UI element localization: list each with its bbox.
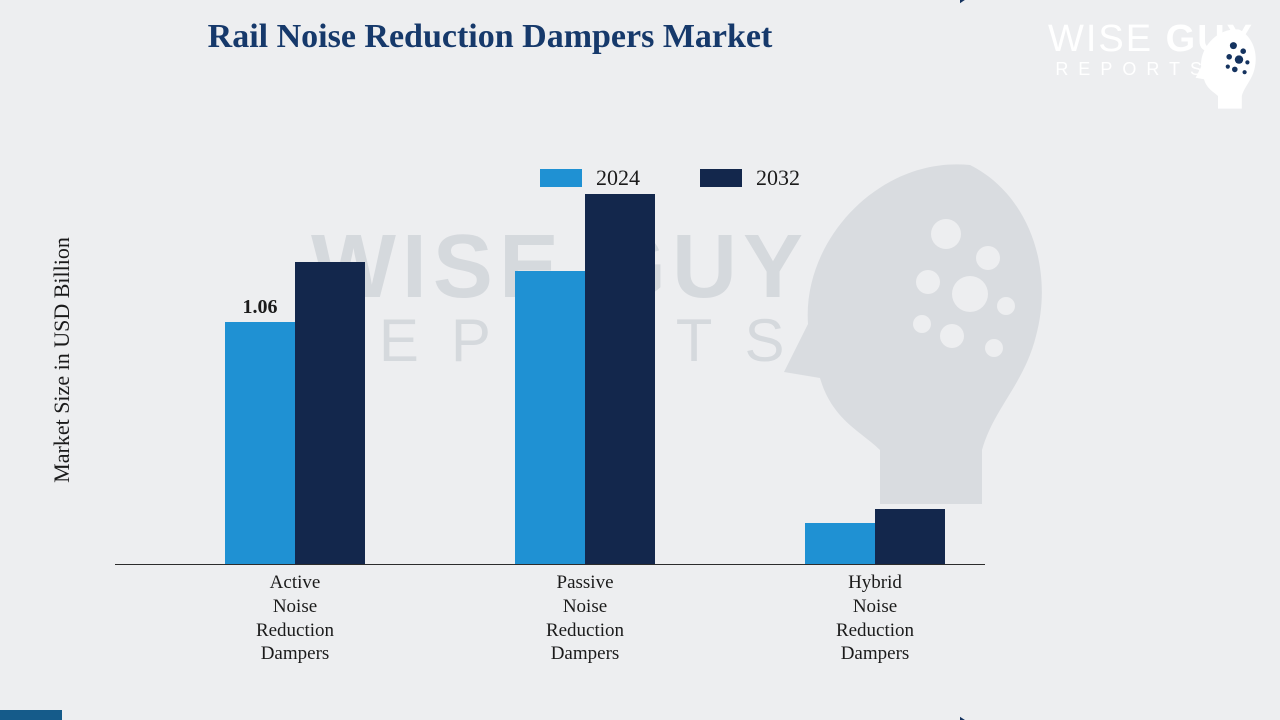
bar [585, 194, 655, 564]
plot-area: 1.06ActiveNoiseReductionDampersPassiveNo… [115, 165, 985, 565]
y-axis-label: Market Size in USD Billion [49, 237, 75, 483]
bar [295, 262, 365, 564]
x-axis-category-label: HybridNoiseReductionDampers [775, 565, 975, 666]
x-axis-category-label: PassiveNoiseReductionDampers [485, 565, 685, 666]
bar [805, 523, 875, 564]
bar [515, 271, 585, 564]
bar [225, 322, 295, 564]
bar [875, 509, 945, 564]
bottom-accent-bar [0, 710, 62, 720]
chart-canvas: WISE GUY REPORTS Rail Noise Reduction Da… [0, 0, 1280, 720]
brand-logo: WISE GUY REPORTS [974, 18, 1254, 128]
brand-line-2: REPORTS [974, 59, 1212, 80]
brand-word-wise: WISE [1048, 18, 1153, 60]
brand-head-icon [1190, 24, 1260, 112]
chart-title: Rail Noise Reduction Dampers Market [50, 18, 930, 56]
x-axis-category-label: ActiveNoiseReductionDampers [195, 565, 395, 666]
